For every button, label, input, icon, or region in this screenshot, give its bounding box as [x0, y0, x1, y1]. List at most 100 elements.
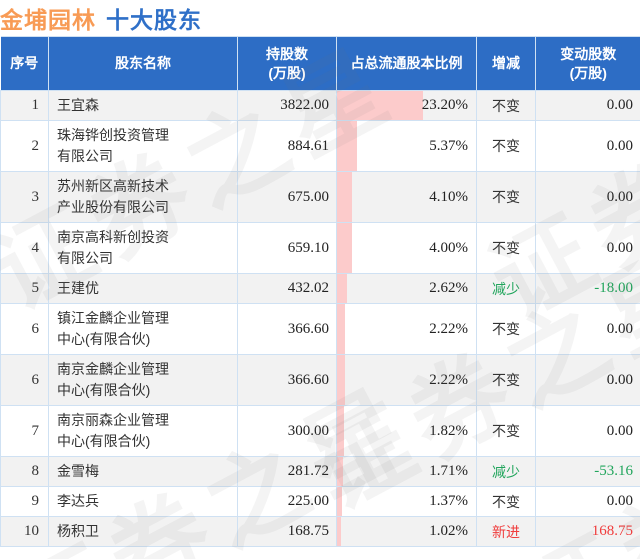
pct-of-float-cell: 2.22% — [336, 354, 477, 406]
shareholder-name-cell: 杨积卫 — [48, 516, 238, 547]
rank-cell: 6 — [0, 354, 49, 406]
change-direction-cell: 不变 — [476, 303, 536, 355]
table-row: 1 王宜森 3822.00 23.20% 不变 0.00 — [0, 90, 640, 121]
pct-bar — [337, 223, 352, 273]
rank-cell: 1 — [0, 90, 49, 121]
rank-cell: 9 — [0, 486, 49, 517]
rank-cell: 6 — [0, 303, 49, 355]
col-header-pct: 占总流通股本比例 — [336, 36, 477, 91]
table-row: 4 南京高科新创投资 有限公司 659.10 4.00% 不变 0.00 — [0, 222, 640, 274]
change-direction-cell: 不变 — [476, 354, 536, 406]
change-direction-cell: 不变 — [476, 222, 536, 274]
rank-cell: 4 — [0, 222, 49, 274]
table-row: 10 杨积卫 168.75 1.02% 新进 168.75 — [0, 516, 640, 547]
pct-bar — [337, 172, 353, 222]
pct-of-float-cell: 2.22% — [336, 303, 477, 355]
pct-bar — [337, 406, 344, 456]
col-header-shares: 持股数 (万股) — [237, 36, 337, 91]
rank-cell: 7 — [0, 405, 49, 457]
change-direction-cell: 不变 — [476, 171, 536, 223]
pct-bar — [337, 121, 357, 171]
pct-bar — [337, 457, 344, 486]
change-shares-cell: 0.00 — [535, 303, 640, 355]
change-direction-cell: 不变 — [476, 120, 536, 172]
change-shares-cell: 0.00 — [535, 171, 640, 223]
shares-held-cell: 366.60 — [237, 303, 337, 355]
shareholder-name-cell: 镇江金麟企业管理 中心(有限合伙) — [48, 303, 238, 355]
rank-cell: 2 — [0, 120, 49, 172]
pct-bar — [337, 91, 423, 120]
stock-name: 金埔园林 — [0, 7, 96, 33]
table-row: 6 南京金麟企业管理 中心(有限合伙) 366.60 2.22% 不变 0.00 — [0, 354, 640, 406]
pct-of-float-cell: 5.37% — [336, 120, 477, 172]
pct-of-float-cell: 2.62% — [336, 273, 477, 304]
pct-bar — [337, 487, 343, 516]
change-shares-cell: 0.00 — [535, 90, 640, 121]
change-shares-cell: 0.00 — [535, 486, 640, 517]
shares-held-cell: 300.00 — [237, 405, 337, 457]
pct-bar — [337, 517, 341, 546]
rank-cell: 8 — [0, 456, 49, 487]
page-title: 金埔园林 十大股东 — [0, 0, 640, 36]
change-direction-cell: 不变 — [476, 405, 536, 457]
shares-held-cell: 225.00 — [237, 486, 337, 517]
shareholder-name-cell: 王建优 — [48, 273, 238, 304]
shares-held-cell: 884.61 — [237, 120, 337, 172]
shareholder-name-cell: 珠海铧创投资管理 有限公司 — [48, 120, 238, 172]
table-row: 9 李达兵 225.00 1.37% 不变 0.00 — [0, 486, 640, 517]
shares-held-cell: 675.00 — [237, 171, 337, 223]
change-direction-cell: 减少 — [476, 273, 536, 304]
shares-held-cell: 281.72 — [237, 456, 337, 487]
table-row: 8 金雪梅 281.72 1.71% 减少 -53.16 — [0, 456, 640, 487]
pct-bar — [337, 355, 346, 405]
change-direction-cell: 减少 — [476, 456, 536, 487]
pct-of-float-cell: 1.82% — [336, 405, 477, 457]
rank-cell: 10 — [0, 516, 49, 547]
pct-of-float-cell: 4.10% — [336, 171, 477, 223]
col-header-change-shares: 变动股数 (万股) — [535, 36, 640, 91]
change-direction-cell: 不变 — [476, 486, 536, 517]
shareholder-name-cell: 南京高科新创投资 有限公司 — [48, 222, 238, 274]
shareholder-name-cell: 苏州新区高新技术 产业股份有限公司 — [48, 171, 238, 223]
shareholder-name-cell: 南京金麟企业管理 中心(有限合伙) — [48, 354, 238, 406]
change-direction-cell: 不变 — [476, 90, 536, 121]
table-row: 3 苏州新区高新技术 产业股份有限公司 675.00 4.10% 不变 0.00 — [0, 171, 640, 223]
change-direction-cell: 新进 — [476, 516, 536, 547]
pct-of-float-cell: 1.37% — [336, 486, 477, 517]
table-body: 1 王宜森 3822.00 23.20% 不变 0.00 2 珠海铧创投资管理 … — [0, 90, 640, 547]
shareholder-name-cell: 李达兵 — [48, 486, 238, 517]
shareholder-name-cell: 王宜森 — [48, 90, 238, 121]
table-header-row: 序号 股东名称 持股数 (万股) 占总流通股本比例 增减 变动股数 (万股) — [0, 36, 640, 91]
change-shares-cell: 0.00 — [535, 222, 640, 274]
shareholder-name-cell: 金雪梅 — [48, 456, 238, 487]
table-row: 7 南京丽森企业管理 中心(有限合伙) 300.00 1.82% 不变 0.00 — [0, 405, 640, 457]
pct-of-float-cell: 1.02% — [336, 516, 477, 547]
col-header-name: 股东名称 — [48, 36, 238, 91]
shares-held-cell: 168.75 — [237, 516, 337, 547]
pct-bar — [337, 304, 346, 354]
table-row: 5 王建优 432.02 2.62% 减少 -18.00 — [0, 273, 640, 304]
change-shares-cell: -18.00 — [535, 273, 640, 304]
change-shares-cell: -53.16 — [535, 456, 640, 487]
top-shareholders-table: 序号 股东名称 持股数 (万股) 占总流通股本比例 增减 变动股数 (万股) 1… — [0, 36, 640, 547]
rank-cell: 5 — [0, 273, 49, 304]
change-shares-cell: 0.00 — [535, 354, 640, 406]
rank-cell: 3 — [0, 171, 49, 223]
shares-held-cell: 366.60 — [237, 354, 337, 406]
col-header-rank: 序号 — [0, 36, 49, 91]
shares-held-cell: 432.02 — [237, 273, 337, 304]
table-row: 6 镇江金麟企业管理 中心(有限合伙) 366.60 2.22% 不变 0.00 — [0, 303, 640, 355]
col-header-change: 增减 — [476, 36, 536, 91]
shareholder-name-cell: 南京丽森企业管理 中心(有限合伙) — [48, 405, 238, 457]
table-row: 2 珠海铧创投资管理 有限公司 884.61 5.37% 不变 0.00 — [0, 120, 640, 172]
change-shares-cell: 0.00 — [535, 120, 640, 172]
shares-held-cell: 659.10 — [237, 222, 337, 274]
change-shares-cell: 0.00 — [535, 405, 640, 457]
pct-of-float-cell: 23.20% — [336, 90, 477, 121]
shares-held-cell: 3822.00 — [237, 90, 337, 121]
pct-of-float-cell: 1.71% — [336, 456, 477, 487]
change-shares-cell: 168.75 — [535, 516, 640, 547]
section-title: 十大股东 — [106, 7, 202, 33]
pct-of-float-cell: 4.00% — [336, 222, 477, 274]
